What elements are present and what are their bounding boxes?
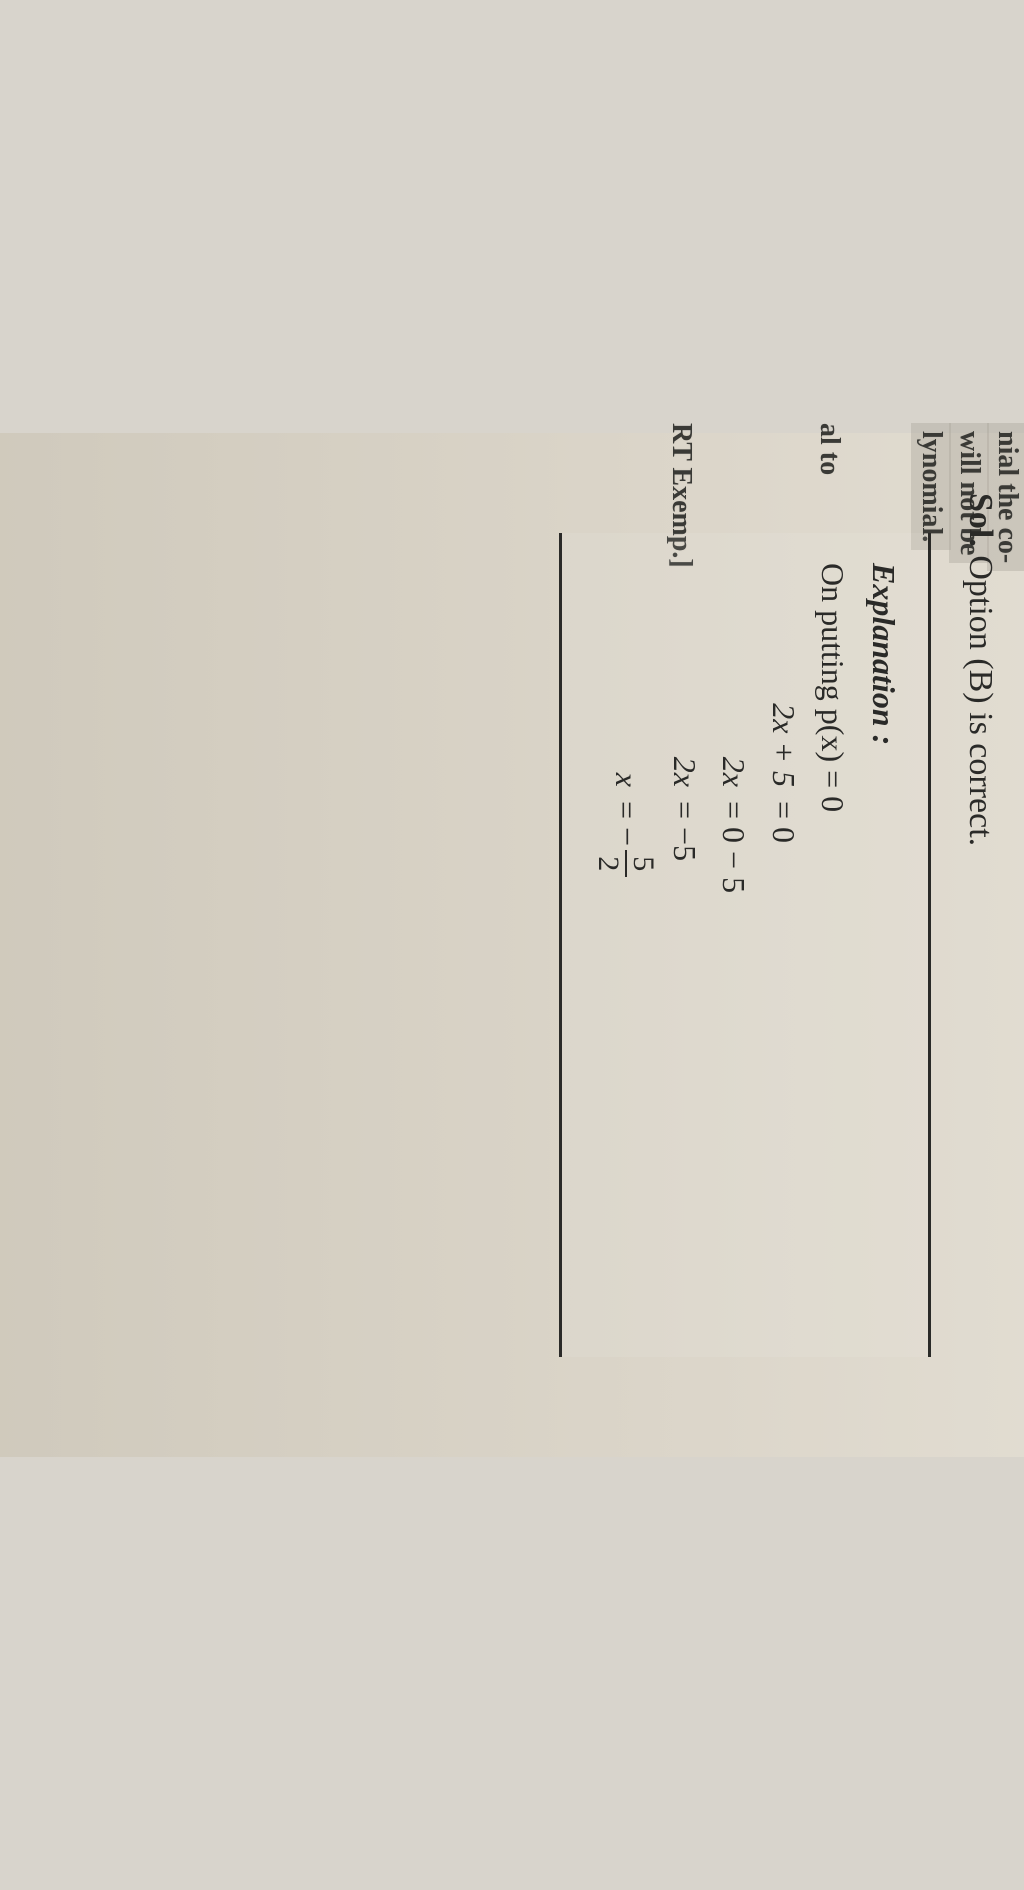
explanation-onputting: On putting p(x) = 0 [814,563,851,1327]
math-step-3: 2x = −5 [659,683,709,1327]
solution-prefix: Sol. [962,493,999,547]
math-step-2: 2x = 0 − 5 [709,683,759,1327]
explanation-title: Explanation : [865,563,902,1327]
margin-fragment: al to [813,423,845,475]
solution-text: Option (B) is correct. [962,555,999,846]
math-final: x = − 5 2 [592,683,659,1327]
solution-line: Sol. Option (B) is correct. [961,493,999,1397]
math-step-1: 2x + 5 = 0 [758,683,808,1327]
explanation-box: Explanation : On putting p(x) = 0 2x + 5… [559,533,931,1357]
math-block: 2x + 5 = 0 2x = 0 − 5 2x = −5 x = [592,683,808,1327]
